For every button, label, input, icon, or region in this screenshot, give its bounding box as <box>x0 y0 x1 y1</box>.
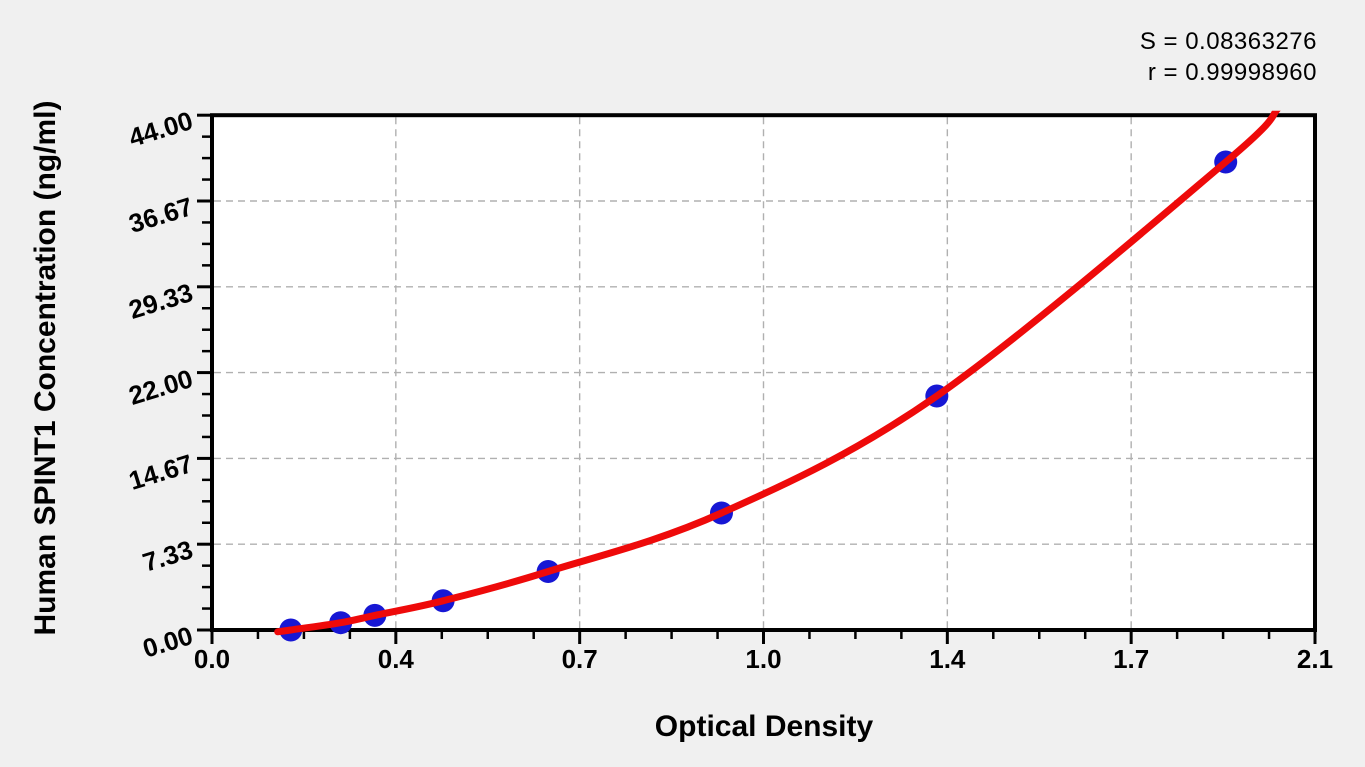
x-tick-label: 0.7 <box>561 644 598 674</box>
x-tick-label: 1.0 <box>745 644 782 674</box>
fit-statistics: S = 0.08363276 r = 0.99998960 <box>1140 26 1317 88</box>
plot-border <box>210 113 1317 632</box>
x-tick-label: 2.1 <box>1296 644 1334 674</box>
fit-curve <box>274 110 1281 636</box>
y-axis-title: Human SPINT1 Concentration (ng/ml) <box>29 100 62 636</box>
x-tick-label: 1.4 <box>929 644 966 674</box>
x-axis-title: Optical Density <box>654 710 874 743</box>
x-tick-label: 0.0 <box>193 644 231 674</box>
x-tick-label: 0.4 <box>377 644 414 674</box>
x-tick-label: 1.7 <box>1113 644 1150 674</box>
fit-r-value: r = 0.99998960 <box>1147 59 1317 86</box>
fit-s-value: S = 0.08363276 <box>1139 28 1317 55</box>
